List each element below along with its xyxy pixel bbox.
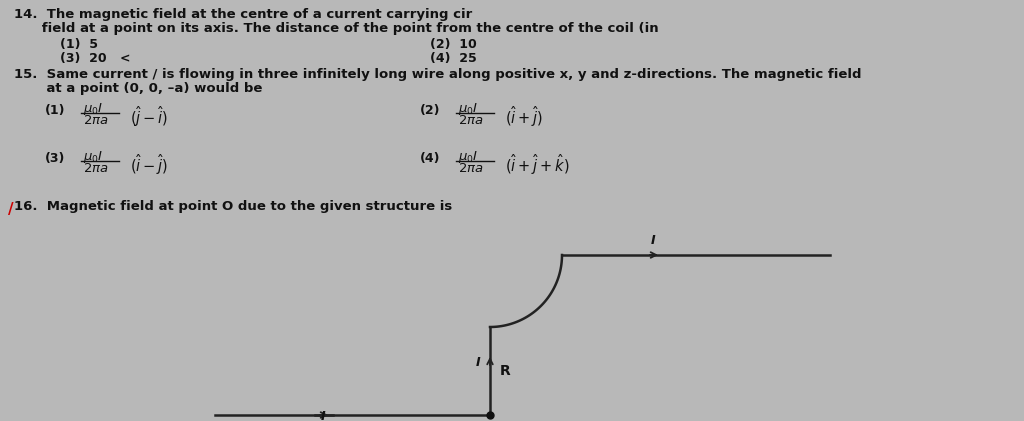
Text: $2\pi a$: $2\pi a$ — [458, 162, 483, 175]
Text: $2\pi a$: $2\pi a$ — [458, 114, 483, 127]
Text: 15.  Same current / is flowing in three infinitely long wire along positive x, y: 15. Same current / is flowing in three i… — [14, 68, 861, 81]
Text: $\mu_0 I$: $\mu_0 I$ — [83, 149, 103, 165]
Text: 16.  Magnetic field at point O due to the given structure is: 16. Magnetic field at point O due to the… — [14, 200, 453, 213]
Text: $(\hat{j}-\hat{i})$: $(\hat{j}-\hat{i})$ — [130, 104, 168, 129]
Text: (4): (4) — [420, 152, 440, 165]
Text: field at a point on its axis. The distance of the point from the centre of the c: field at a point on its axis. The distan… — [14, 22, 658, 35]
Text: /: / — [8, 202, 13, 217]
Text: R: R — [500, 364, 511, 378]
Text: $2\pi a$: $2\pi a$ — [83, 162, 109, 175]
Text: (2)  10: (2) 10 — [430, 38, 477, 51]
Text: I: I — [321, 410, 326, 421]
Text: 14.  The magnetic field at the centre of a current carrying cir: 14. The magnetic field at the centre of … — [14, 8, 472, 21]
Text: $\mu_0 I$: $\mu_0 I$ — [83, 101, 103, 117]
Text: <: < — [120, 52, 130, 65]
Text: I: I — [475, 355, 480, 368]
Text: (1): (1) — [45, 104, 66, 117]
Text: $(\hat{i}+\hat{j})$: $(\hat{i}+\hat{j})$ — [505, 104, 543, 129]
Text: $\mu_0 I$: $\mu_0 I$ — [458, 101, 478, 117]
Text: $2\pi a$: $2\pi a$ — [83, 114, 109, 127]
Text: at a point (0, 0, –a) would be: at a point (0, 0, –a) would be — [14, 82, 262, 95]
Text: (4)  25: (4) 25 — [430, 52, 477, 65]
Text: $(\hat{i}-\hat{j})$: $(\hat{i}-\hat{j})$ — [130, 152, 168, 177]
Text: (3)  20: (3) 20 — [60, 52, 106, 65]
Text: (2): (2) — [420, 104, 440, 117]
Text: (3): (3) — [45, 152, 66, 165]
Text: I: I — [650, 234, 655, 247]
Text: $\mu_0 I$: $\mu_0 I$ — [458, 149, 478, 165]
Text: (1)  5: (1) 5 — [60, 38, 98, 51]
Text: $(\hat{i}+\hat{j}+\hat{k})$: $(\hat{i}+\hat{j}+\hat{k})$ — [505, 152, 569, 177]
